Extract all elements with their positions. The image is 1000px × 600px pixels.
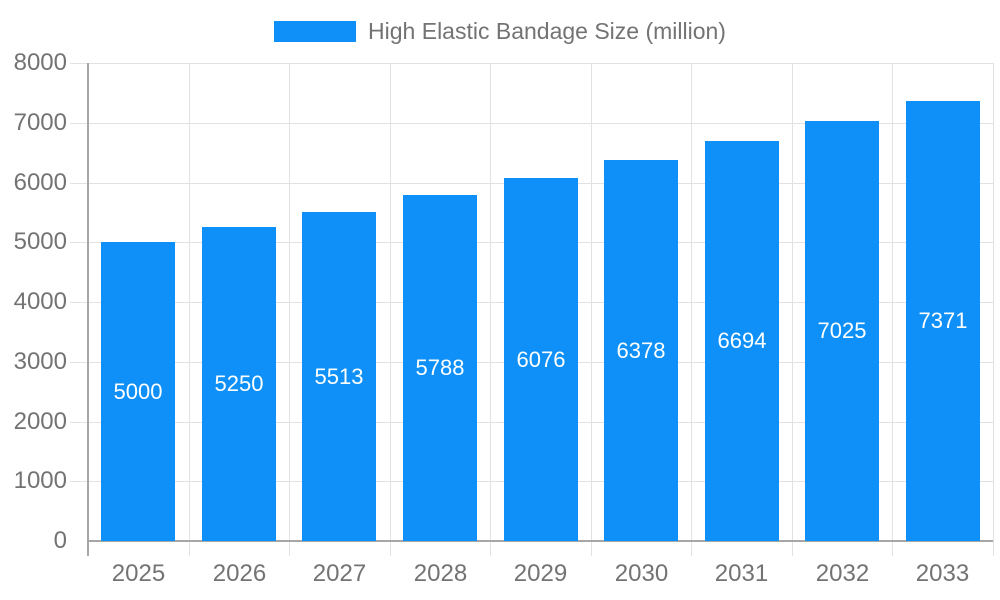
x-tick-label: 2031: [714, 560, 769, 587]
y-tick-label: 2000: [13, 408, 67, 435]
x-axis-tick: [390, 541, 391, 556]
x-tick-label: 2030: [614, 560, 669, 587]
x-tick-label: 2033: [915, 560, 970, 587]
v-gridline: [189, 63, 190, 541]
y-tick-label: 1000: [13, 467, 67, 494]
y-tick-label: 6000: [13, 169, 67, 196]
v-gridline: [289, 63, 290, 541]
y-tick-label: 0: [53, 527, 67, 554]
bar-value-label: 7371: [918, 308, 968, 333]
x-axis-tick: [892, 541, 893, 556]
x-axis-line: [87, 540, 993, 542]
bar[interactable]: 5513: [302, 212, 376, 541]
bar[interactable]: 7025: [805, 121, 879, 541]
v-gridline: [390, 63, 391, 541]
bar[interactable]: 6694: [705, 141, 779, 541]
x-tick-label: 2029: [513, 560, 568, 587]
y-tick-label: 4000: [13, 288, 67, 315]
legend-label: High Elastic Bandage Size (million): [368, 18, 726, 44]
v-gridline: [792, 63, 793, 541]
v-gridline: [892, 63, 893, 541]
bar[interactable]: 6076: [504, 178, 578, 541]
x-tick-label: 2025: [111, 560, 166, 587]
legend[interactable]: High Elastic Bandage Size (million): [0, 18, 1000, 45]
h-gridline: [70, 63, 993, 64]
x-axis-tick: [289, 541, 290, 556]
x-tick-label: 2028: [413, 560, 468, 587]
x-axis-tick: [490, 541, 491, 556]
v-gridline: [490, 63, 491, 541]
bar-value-label: 6694: [717, 328, 767, 353]
x-axis-tick: [591, 541, 592, 556]
y-tick-label: 8000: [13, 49, 67, 76]
bar[interactable]: 7371: [906, 101, 980, 541]
bar[interactable]: 5250: [202, 227, 276, 541]
bar-value-label: 5250: [214, 371, 264, 396]
v-gridline: [993, 63, 994, 541]
x-tick-label: 2026: [212, 560, 267, 587]
x-tick-label: 2027: [312, 560, 367, 587]
v-gridline: [591, 63, 592, 541]
x-axis-tick: [691, 541, 692, 556]
v-gridline: [691, 63, 692, 541]
x-axis-tick: [189, 541, 190, 556]
legend-swatch-icon: [274, 21, 357, 42]
bar-value-label: 5513: [314, 363, 364, 389]
x-tick-label: 2032: [815, 560, 870, 587]
x-axis-tick: [792, 541, 793, 556]
y-tick-label: 7000: [13, 109, 67, 136]
y-axis-line: [87, 63, 89, 556]
bar-value-label: 6378: [616, 337, 666, 363]
h-gridline: [70, 123, 993, 124]
y-tick-label: 5000: [13, 228, 67, 255]
bar-value-label: 5000: [113, 378, 163, 404]
bar[interactable]: 5788: [403, 195, 477, 541]
y-tick-label: 3000: [13, 348, 67, 375]
bar-value-label: 6076: [516, 346, 566, 372]
bar[interactable]: 6378: [604, 160, 678, 541]
bar-value-label: 7025: [817, 318, 867, 343]
bar[interactable]: 5000: [101, 242, 175, 541]
x-axis-tick: [993, 541, 994, 556]
bar-value-label: 5788: [415, 355, 465, 380]
